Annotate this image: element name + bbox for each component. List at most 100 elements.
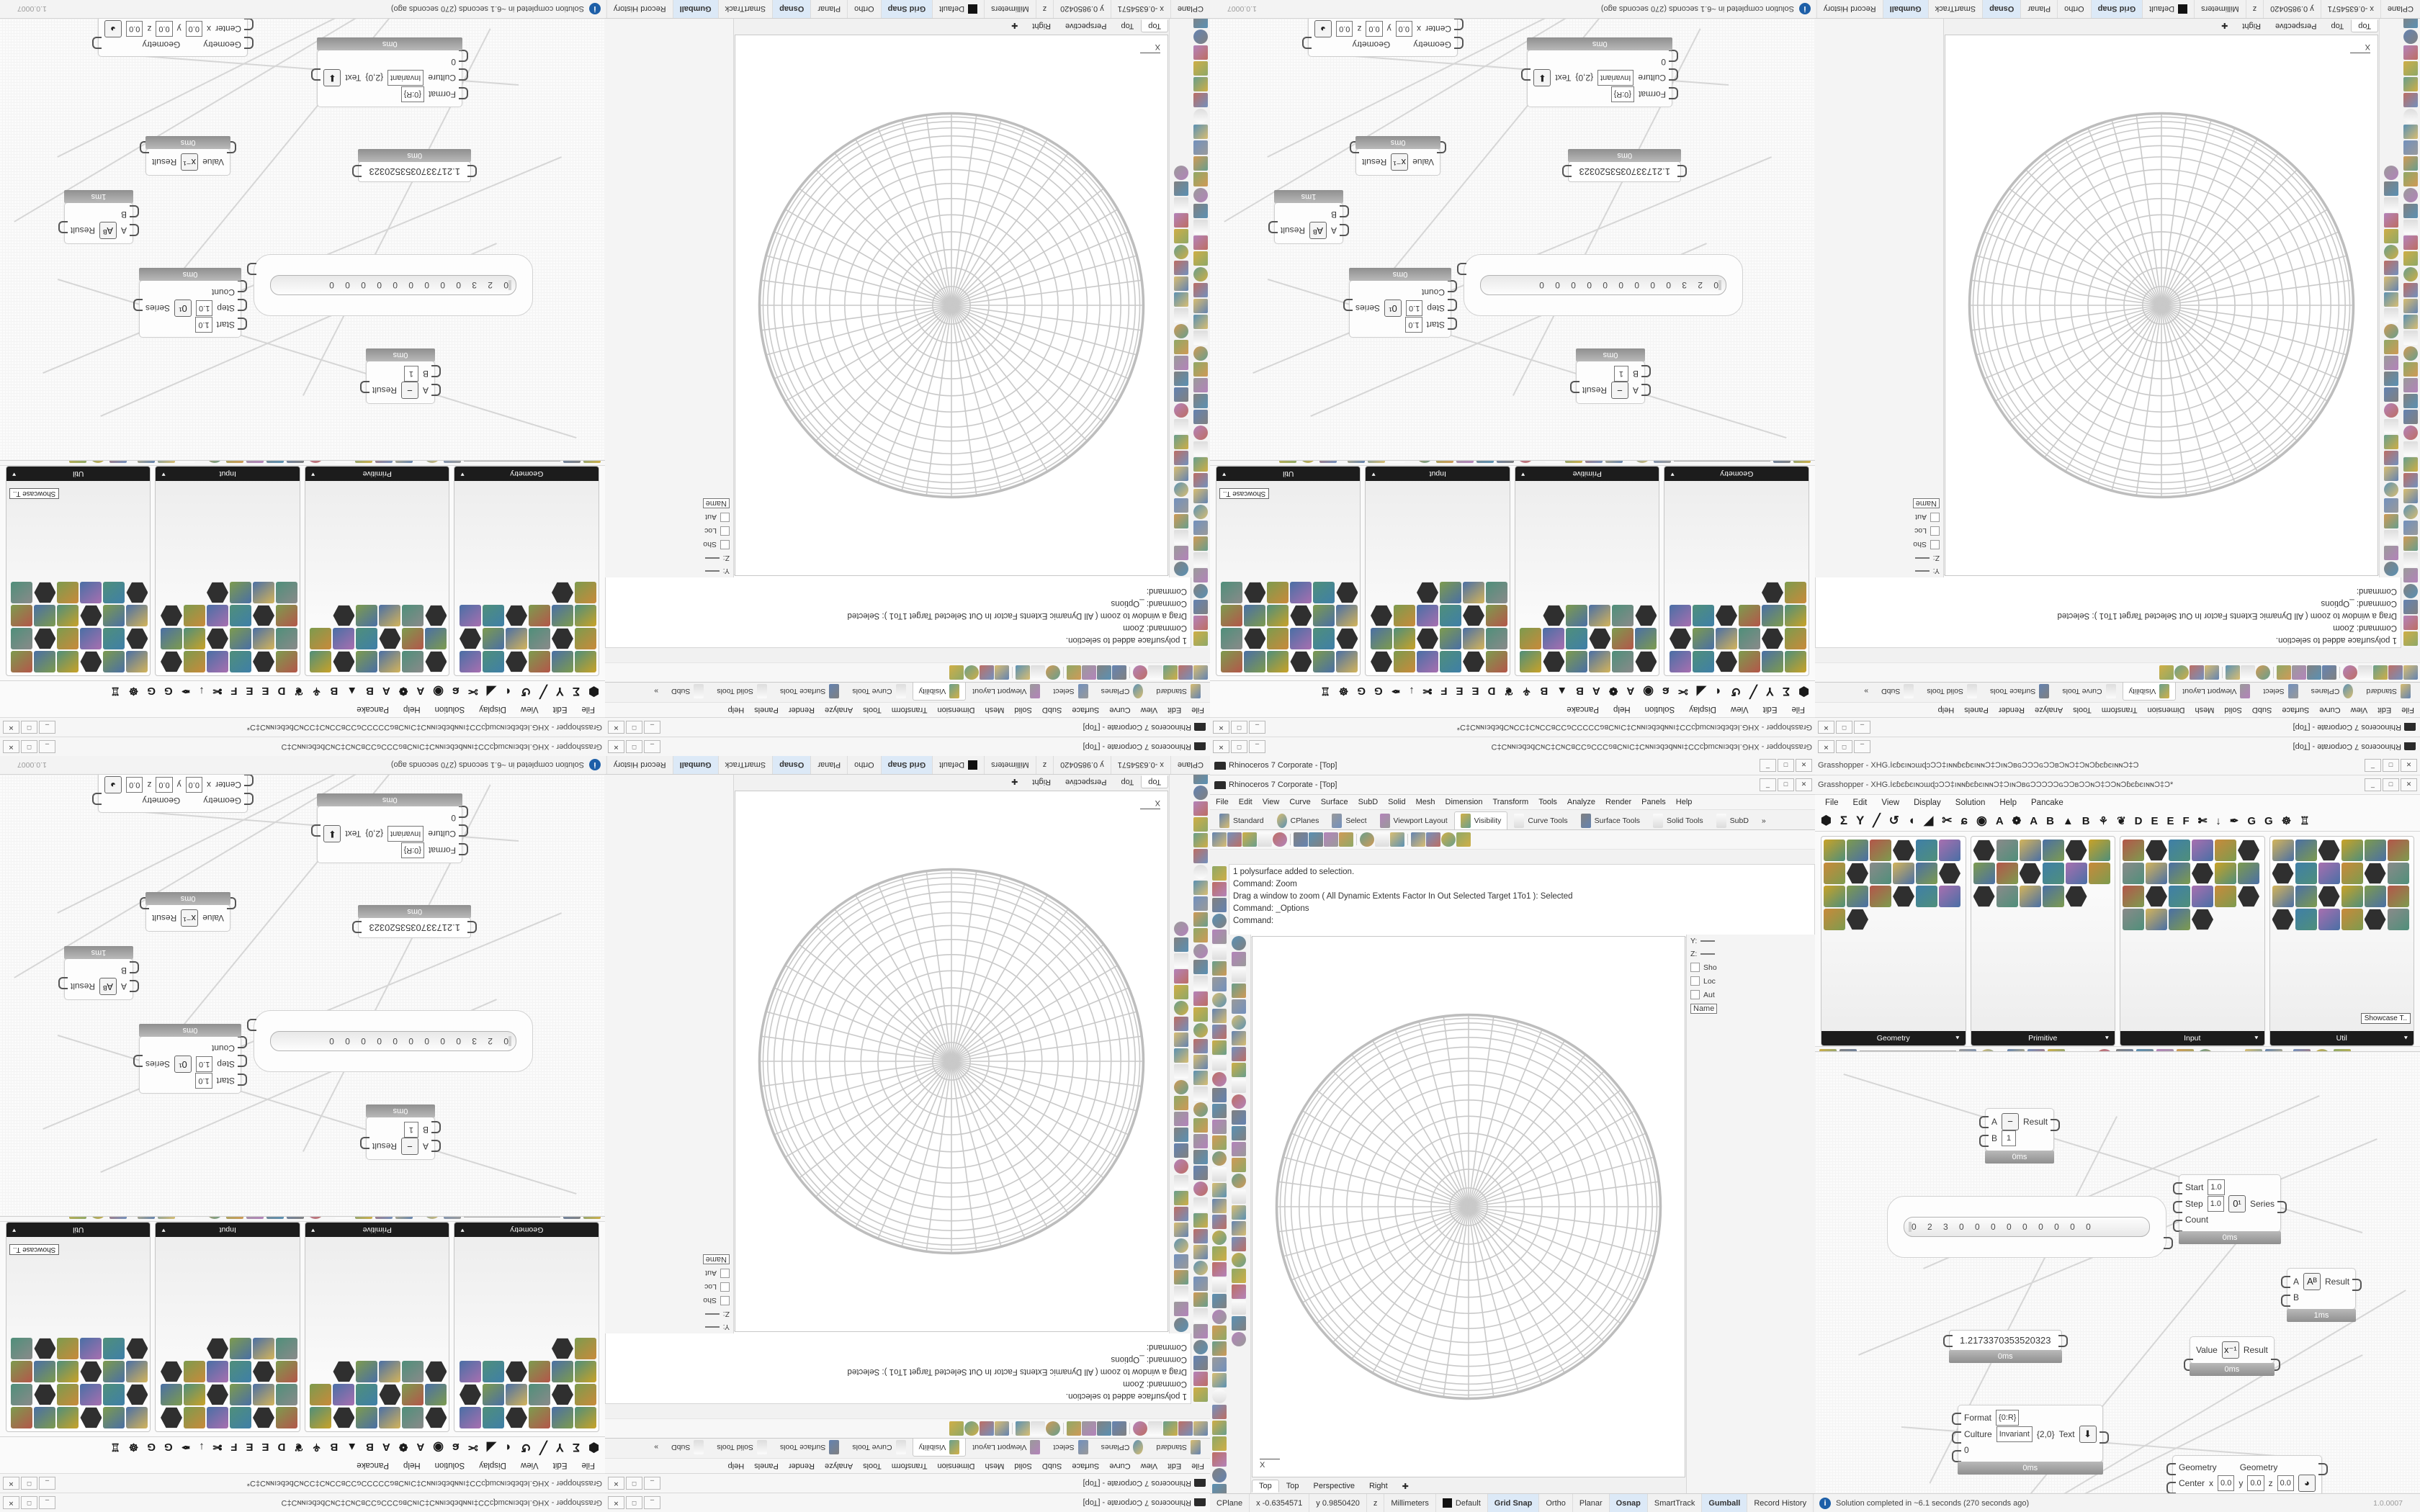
component-icon[interactable] bbox=[2146, 863, 2167, 884]
checkbox[interactable] bbox=[1930, 513, 1940, 522]
component-icon[interactable] bbox=[1245, 582, 1266, 603]
component-icon[interactable] bbox=[1847, 863, 1868, 884]
palette-expand-caret[interactable]: ⯆ bbox=[460, 1226, 465, 1234]
slider-group[interactable]: 0 2 3 0 0 0 0 0 0 0 0 0 bbox=[247, 1010, 533, 1072]
gh-ribbon-tab-19[interactable]: E bbox=[1471, 685, 1479, 698]
input-port-0[interactable] bbox=[2166, 1463, 2176, 1475]
slider-handle[interactable] bbox=[508, 280, 511, 290]
component-icon[interactable] bbox=[1739, 651, 1760, 672]
gh-ribbon-tab-25[interactable]: G bbox=[163, 685, 173, 698]
component-icon[interactable] bbox=[2065, 840, 2087, 861]
component-icon[interactable] bbox=[1290, 582, 1312, 603]
component-icon[interactable] bbox=[552, 605, 573, 626]
rhino-menu-view[interactable]: View bbox=[1140, 1462, 1158, 1470]
gh-component-power-1[interactable]: A Aᴮ Result B 1ms bbox=[1268, 190, 1349, 244]
input-port-1[interactable] bbox=[238, 299, 247, 311]
component-icon[interactable] bbox=[276, 1338, 297, 1359]
gh-ribbon-tab-4[interactable]: ↺ bbox=[1731, 685, 1742, 698]
gh-menu-help[interactable]: Help bbox=[1613, 705, 1631, 714]
rhino-menu-transform[interactable]: Transform bbox=[2101, 706, 2138, 714]
component-icon[interactable] bbox=[230, 628, 251, 649]
input-port-1[interactable] bbox=[244, 775, 254, 786]
component-icon[interactable] bbox=[1417, 605, 1438, 626]
checkbox[interactable] bbox=[720, 526, 730, 536]
gh-component-format-1[interactable]: Format {0:R} Culture Invariant {2,0} Text ⬇ 0 0m… bbox=[1952, 1405, 2109, 1475]
component-body[interactable]: Format {0:R} Culture Invariant {2,0} Text ⬇ 0 bbox=[311, 806, 468, 863]
component-body[interactable]: Format {0:R} Culture Invariant {2,0} Text ⬇ 0 bbox=[1952, 1405, 2109, 1462]
component-icon[interactable] bbox=[379, 1407, 401, 1428]
gh-component-subtract-1[interactable]: A − Result B 1 0ms bbox=[359, 1104, 441, 1160]
gh-ribbon-tab-11[interactable]: ❁ bbox=[398, 685, 408, 697]
rhino-viewport-add-tab[interactable]: ✚ bbox=[1011, 21, 1018, 30]
rhino-menu-panels[interactable]: Panels bbox=[1641, 798, 1666, 806]
gh-component-series-1[interactable]: Start 1.0 Step 1.0 0¹ Series Count 0ms bbox=[1343, 268, 1457, 338]
gh-ribbon-tab-26[interactable]: G bbox=[147, 685, 156, 698]
rhino-tab-visibility[interactable]: Visibility bbox=[1453, 811, 1508, 829]
component-icon[interactable] bbox=[207, 582, 228, 603]
rhino-menu-subd[interactable]: SubD bbox=[2251, 706, 2272, 714]
status-toggle-osnap[interactable]: Osnap bbox=[772, 756, 811, 774]
component-icon[interactable] bbox=[460, 605, 481, 626]
rhino-tab-viewport-layout[interactable]: Viewport Layout bbox=[2176, 683, 2257, 701]
gh-component-subtract-1[interactable]: A − Result B 1 0ms bbox=[1979, 1108, 2061, 1164]
gh-window-button-minimize[interactable]: _ bbox=[1249, 740, 1265, 753]
component-icon[interactable] bbox=[402, 628, 424, 649]
rhino-menu-dimension[interactable]: Dimension bbox=[937, 1462, 975, 1470]
gh-ribbon-tab-11[interactable]: ❁ bbox=[398, 1441, 408, 1453]
rhino-menu-help[interactable]: Help bbox=[727, 1462, 745, 1470]
gh-menu-solution[interactable]: Solution bbox=[434, 1461, 465, 1470]
component-icon[interactable] bbox=[2341, 863, 2363, 884]
gh-menu-pancake[interactable]: Pancake bbox=[357, 705, 389, 714]
component-icon[interactable] bbox=[1916, 840, 1937, 861]
component-icon[interactable] bbox=[1394, 628, 1415, 649]
component-icon[interactable] bbox=[2364, 863, 2386, 884]
component-icon[interactable] bbox=[1612, 628, 1634, 649]
status-toggle-grid-snap[interactable]: Grid Snap bbox=[1487, 1494, 1540, 1512]
gh-ribbon-tab-21[interactable]: F bbox=[2182, 814, 2190, 827]
component-icon[interactable] bbox=[2295, 840, 2317, 861]
status-layer[interactable]: Default bbox=[932, 756, 985, 774]
component-icon[interactable] bbox=[1520, 628, 1542, 649]
gh-ribbon-tab-0[interactable]: ⬢ bbox=[1821, 814, 1832, 827]
rhino-menu-solid[interactable]: Solid bbox=[1014, 706, 1032, 714]
component-icon[interactable] bbox=[1973, 863, 1995, 884]
rhino-tab-curve-tools[interactable]: Curve Tools bbox=[846, 683, 912, 701]
input-port-2[interactable] bbox=[1952, 1450, 1961, 1462]
component-icon[interactable] bbox=[103, 651, 125, 672]
component-icon[interactable] bbox=[310, 1407, 332, 1428]
gh-ribbon-tab-23[interactable]: ↓ bbox=[2215, 814, 2221, 827]
gh-palette-label[interactable]: Geometry ⯆ bbox=[1821, 1031, 1966, 1045]
component-icon[interactable] bbox=[552, 628, 573, 649]
component-icon[interactable] bbox=[2295, 909, 2317, 930]
component-icon[interactable] bbox=[2364, 909, 2386, 930]
gh-component-one-over-x-1[interactable]: Value x⁻¹ Result 0ms bbox=[1350, 136, 1446, 176]
coordinate-value[interactable] bbox=[704, 1313, 720, 1315]
component-icon[interactable] bbox=[1371, 651, 1392, 672]
input-port[interactable] bbox=[1943, 1335, 1953, 1347]
rhino-window-button-maximize[interactable]: □ bbox=[1836, 740, 1852, 753]
input-port-1[interactable] bbox=[130, 961, 139, 973]
component-icon[interactable] bbox=[184, 605, 205, 626]
output-port[interactable] bbox=[247, 1019, 256, 1031]
component-icon[interactable] bbox=[253, 651, 274, 672]
component-icon[interactable] bbox=[1543, 605, 1565, 626]
coordinate-value[interactable] bbox=[1914, 557, 1930, 559]
component-icon[interactable] bbox=[1870, 840, 1891, 861]
status-toggle-planar[interactable]: Planar bbox=[810, 0, 848, 18]
input-value[interactable]: Invariant bbox=[387, 70, 424, 86]
gh-palette-label[interactable]: Primitive ⯆ bbox=[305, 467, 449, 481]
component-body[interactable]: A Aᴮ Result B bbox=[58, 958, 139, 1000]
component-icon[interactable] bbox=[333, 1407, 355, 1428]
gh-component-panel-1[interactable]: 1.2173370353520323 0ms bbox=[1943, 1330, 2068, 1363]
component-icon[interactable] bbox=[425, 1384, 447, 1405]
component-icon[interactable] bbox=[380, 628, 401, 649]
rhino-menu-transform[interactable]: Transform bbox=[891, 1462, 928, 1470]
component-icon[interactable] bbox=[356, 628, 378, 649]
rhino-menu-analyze[interactable]: Analyze bbox=[824, 1462, 853, 1470]
component-icon[interactable] bbox=[161, 1361, 182, 1382]
component-icon[interactable] bbox=[253, 1361, 274, 1382]
gh-menu-edit[interactable]: Edit bbox=[1762, 705, 1778, 714]
gh-window-button-minimize[interactable]: _ bbox=[39, 721, 55, 734]
component-icon[interactable] bbox=[57, 605, 79, 626]
gh-ribbon-tab-6[interactable]: ◢ bbox=[486, 685, 496, 698]
